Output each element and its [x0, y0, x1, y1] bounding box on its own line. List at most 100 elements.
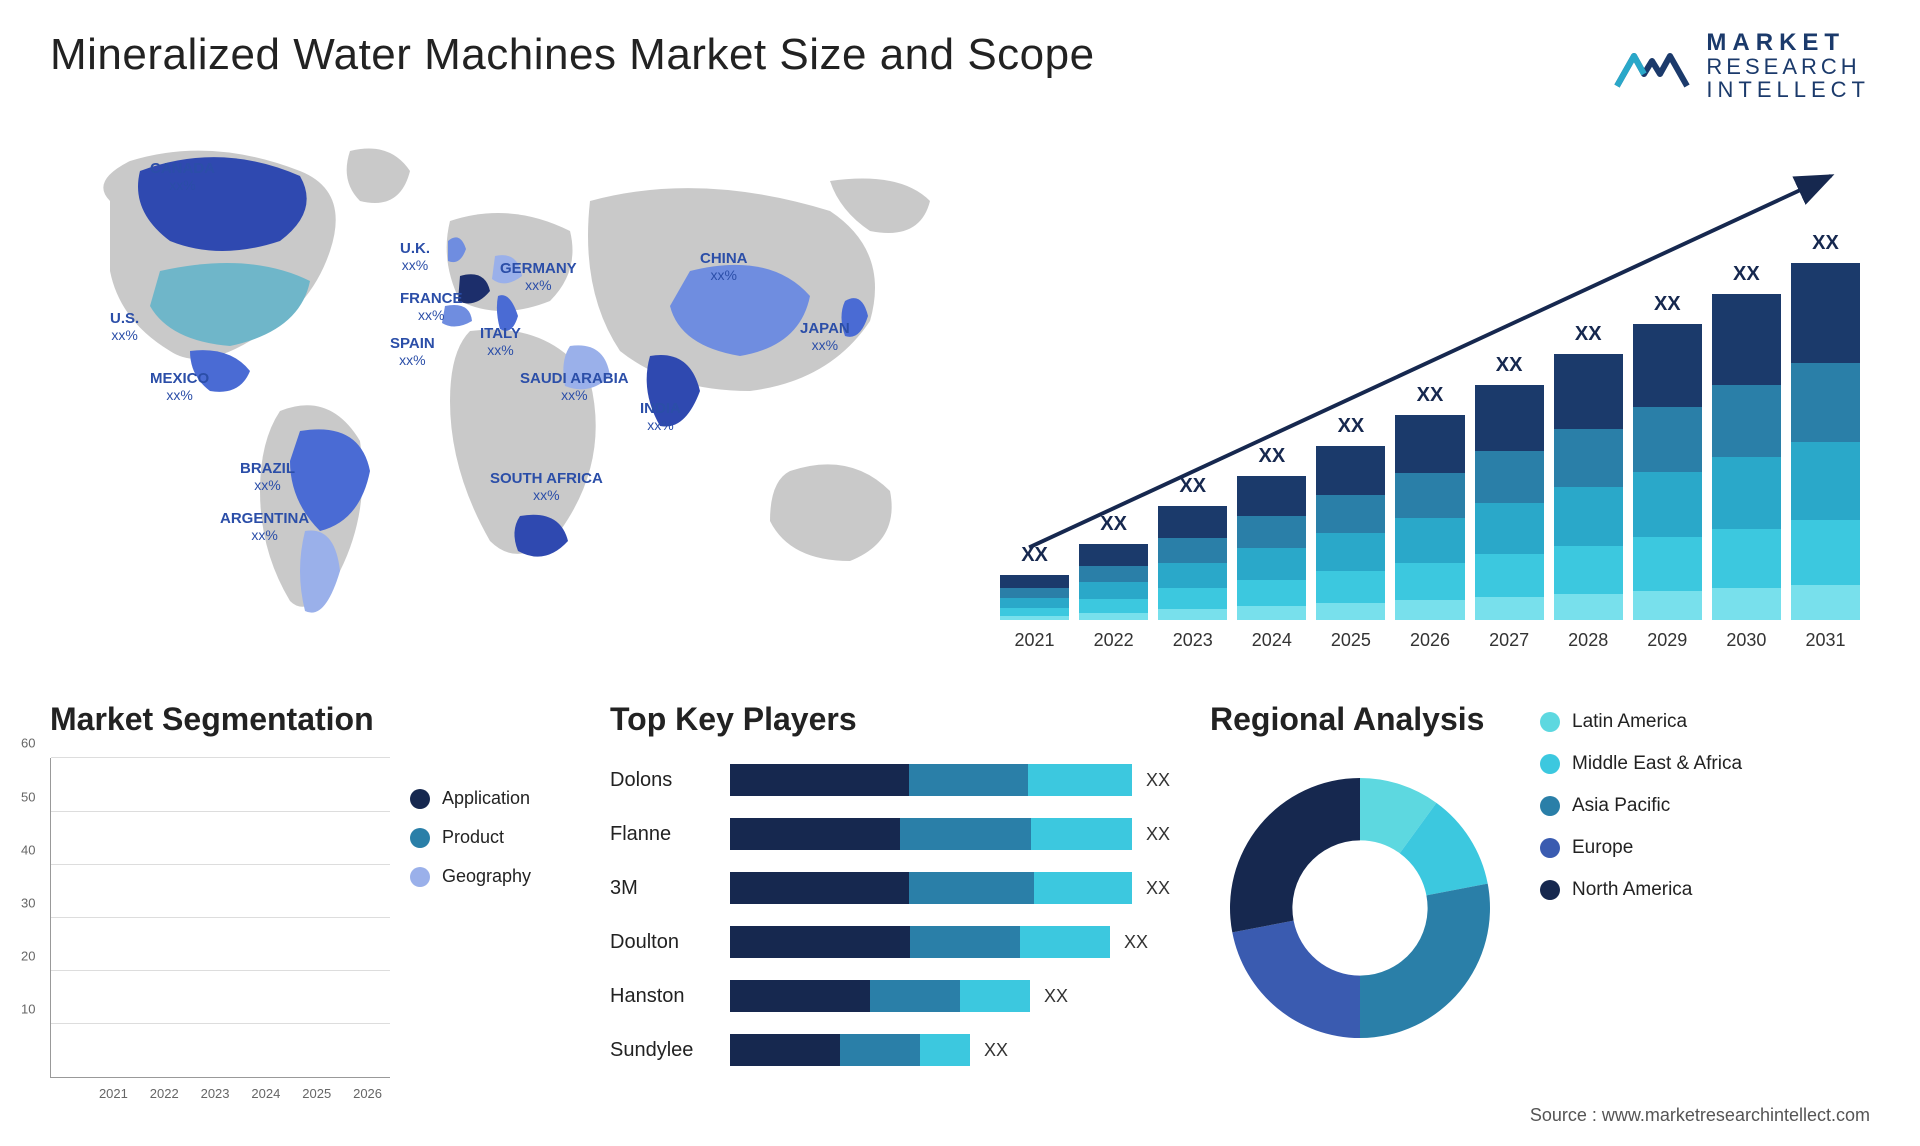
player-seg	[730, 818, 900, 850]
logo-text-2: RESEARCH	[1706, 55, 1870, 78]
segmentation-legend: ApplicationProductGeography	[410, 758, 570, 1078]
growth-value: XX	[1496, 354, 1523, 377]
growth-seg	[1395, 563, 1464, 600]
growth-chart-panel: XX2021XX2022XX2023XX2024XX2025XX2026XX20…	[990, 131, 1870, 651]
map-label-india: INDIAxx%	[640, 401, 681, 433]
legend-label: Application	[442, 788, 530, 809]
growth-seg	[1554, 546, 1623, 594]
growth-seg	[1712, 457, 1781, 529]
player-bar	[730, 926, 1110, 958]
growth-seg	[1554, 594, 1623, 621]
map-label-italy: ITALYxx%	[480, 326, 521, 358]
player-value: XX	[1146, 770, 1170, 791]
legend-label: Geography	[442, 866, 531, 887]
player-seg	[909, 764, 1028, 796]
player-seg	[960, 980, 1030, 1012]
growth-col-2030: XX2030	[1712, 263, 1781, 652]
player-name: Hanston	[610, 985, 730, 1008]
player-name: Sundylee	[610, 1039, 730, 1062]
player-seg	[910, 926, 1020, 958]
legend-label: North America	[1572, 879, 1692, 901]
seg-legend-item: Geography	[410, 866, 570, 887]
regional-legend: Latin AmericaMiddle East & AfricaAsia Pa…	[1540, 701, 1870, 1082]
player-row: SundyleeXX	[610, 1028, 1170, 1072]
player-value: XX	[1146, 824, 1170, 845]
seg-legend-item: Application	[410, 788, 570, 809]
player-seg	[730, 1034, 840, 1066]
player-row: DolonsXX	[610, 758, 1170, 802]
map-label-china: CHINAxx%	[700, 251, 748, 283]
growth-seg	[1237, 516, 1306, 548]
player-name: Doulton	[610, 931, 730, 954]
map-label-france: FRANCExx%	[400, 291, 463, 323]
map-label-spain: SPAINxx%	[390, 336, 435, 368]
player-bar	[730, 764, 1132, 796]
region-legend-item: North America	[1540, 879, 1870, 901]
growth-seg	[1316, 603, 1385, 620]
growth-seg	[1079, 582, 1148, 599]
player-seg	[730, 764, 909, 796]
page-title: Mineralized Water Machines Market Size a…	[50, 30, 1095, 80]
legend-dot	[1540, 838, 1560, 858]
legend-label: Europe	[1572, 837, 1633, 859]
map-label-saudi-arabia: SAUDI ARABIAxx%	[520, 371, 629, 403]
growth-seg	[1158, 563, 1227, 588]
map-label-south-africa: SOUTH AFRICAxx%	[490, 471, 603, 503]
growth-seg	[1316, 533, 1385, 571]
growth-seg	[1079, 613, 1148, 621]
growth-seg	[1554, 487, 1623, 546]
growth-col-2023: XX2023	[1158, 475, 1227, 651]
growth-seg	[1712, 294, 1781, 386]
growth-seg	[1158, 588, 1227, 609]
player-value: XX	[1124, 932, 1148, 953]
player-row: 3MXX	[610, 866, 1170, 910]
growth-value: XX	[1258, 445, 1285, 468]
player-bar	[730, 1034, 970, 1066]
map-label-u-s-: U.S.xx%	[110, 311, 139, 343]
growth-col-2029: XX2029	[1633, 293, 1702, 651]
growth-year-label: 2021	[1015, 630, 1055, 651]
growth-seg	[1158, 538, 1227, 563]
growth-seg	[1712, 529, 1781, 588]
growth-year-label: 2029	[1647, 630, 1687, 651]
growth-seg	[1475, 503, 1544, 555]
player-bar	[730, 980, 1030, 1012]
player-seg	[730, 872, 909, 904]
growth-value: XX	[1417, 384, 1444, 407]
growth-year-label: 2031	[1805, 630, 1845, 651]
growth-seg	[1395, 415, 1464, 472]
legend-dot	[1540, 880, 1560, 900]
growth-seg	[1079, 544, 1148, 565]
regional-panel: Regional Analysis Latin AmericaMiddle Ea…	[1210, 701, 1870, 1082]
map-label-japan: JAPANxx%	[800, 321, 850, 353]
growth-seg	[1316, 446, 1385, 495]
growth-value: XX	[1179, 475, 1206, 498]
player-seg	[1020, 926, 1110, 958]
legend-label: Latin America	[1572, 711, 1687, 733]
growth-value: XX	[1338, 415, 1365, 438]
seg-ytick: 10	[21, 1002, 35, 1017]
player-bar	[730, 872, 1132, 904]
growth-year-label: 2024	[1252, 630, 1292, 651]
player-seg	[840, 1034, 920, 1066]
growth-seg	[1000, 608, 1069, 616]
growth-value: XX	[1575, 323, 1602, 346]
seg-ytick: 20	[21, 949, 35, 964]
growth-seg	[1633, 591, 1702, 621]
player-seg	[870, 980, 960, 1012]
player-seg	[730, 980, 870, 1012]
legend-label: Asia Pacific	[1572, 795, 1670, 817]
growth-seg	[1158, 609, 1227, 620]
growth-seg	[1791, 520, 1860, 584]
map-label-argentina: ARGENTINAxx%	[220, 511, 309, 543]
growth-seg	[1158, 506, 1227, 538]
seg-year-label: 2021	[99, 1086, 128, 1101]
legend-dot	[1540, 712, 1560, 732]
growth-seg	[1633, 324, 1702, 407]
growth-seg	[1395, 600, 1464, 621]
player-seg	[1034, 872, 1132, 904]
growth-seg	[1791, 263, 1860, 363]
growth-seg	[1633, 537, 1702, 590]
logo-icon	[1612, 36, 1692, 96]
growth-seg	[1791, 363, 1860, 442]
